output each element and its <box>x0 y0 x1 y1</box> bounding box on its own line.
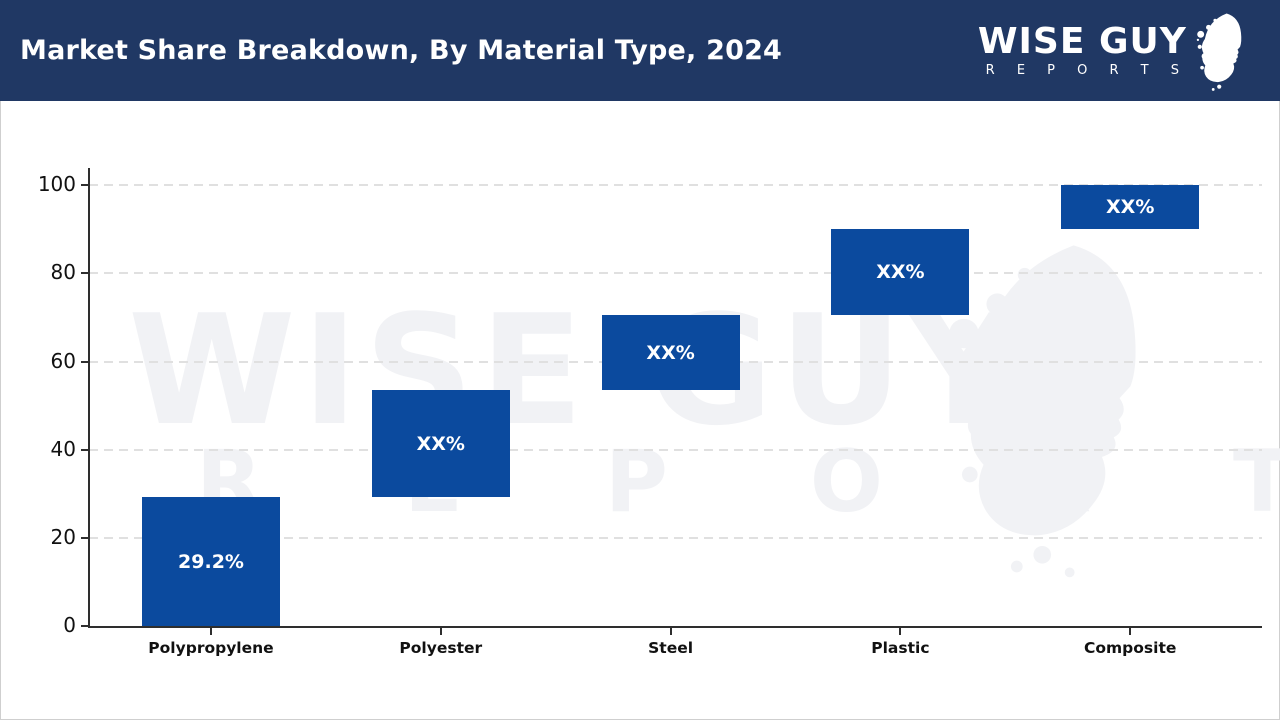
bar-value-label: XX% <box>646 341 695 364</box>
bar-polypropylene: 29.2% <box>142 497 280 626</box>
x-axis-line <box>88 626 1262 628</box>
bar-composite: XX% <box>1061 185 1200 230</box>
x-axis-category-label: Steel <box>648 639 694 657</box>
bar-plastic: XX% <box>831 229 970 316</box>
x-axis-category-label: Polyester <box>399 639 483 657</box>
y-axis-tick-label: 60 <box>50 348 76 373</box>
x-axis-category-label: Composite <box>1083 639 1177 657</box>
y-axis-line <box>88 168 90 628</box>
brand-name: WISE GUY <box>977 21 1187 62</box>
x-axis-tick <box>210 628 212 635</box>
y-axis-tick <box>81 625 88 627</box>
watermark-face-icon <box>947 245 1136 578</box>
gridline <box>89 536 1262 539</box>
y-axis-tick <box>81 184 88 187</box>
bar-steel: XX% <box>601 315 740 391</box>
x-axis-tick <box>439 628 442 635</box>
brand-subtitle: R E P O R T S <box>985 63 1188 78</box>
y-axis-tick-label: 0 <box>63 613 76 637</box>
gridline <box>89 184 1262 187</box>
x-axis-tick <box>899 628 902 635</box>
gridline <box>89 448 1262 451</box>
y-axis-tick <box>81 360 88 363</box>
bar-value-label: 29.2% <box>178 550 244 573</box>
y-axis-tick-label: 40 <box>50 436 76 461</box>
bar-value-label: XX% <box>1106 196 1155 219</box>
brand-face-icon <box>1196 12 1242 91</box>
y-axis-tick <box>81 448 88 451</box>
page-title: Market Share Breakdown, By Material Type… <box>20 35 783 66</box>
y-axis-tick <box>81 272 88 275</box>
y-axis-tick-label: 20 <box>50 524 76 549</box>
y-axis-tick <box>81 536 88 539</box>
x-axis-tick <box>1129 628 1132 635</box>
header-bar: Market Share Breakdown, By Material Type… <box>0 0 1280 101</box>
bar-polyester: XX% <box>371 390 510 498</box>
gridline <box>89 272 1262 275</box>
x-axis-category-label: Polypropylene <box>148 639 274 657</box>
brand-logo: WISE GUY R E P O R T S <box>977 7 1270 95</box>
y-axis-tick-label: 80 <box>50 260 76 285</box>
bar-value-label: XX% <box>876 261 925 284</box>
x-axis-category-label: Plastic <box>871 639 930 657</box>
bar-value-label: XX% <box>416 432 465 455</box>
brand-logo-text: WISE GUY R E P O R T S <box>977 21 1188 79</box>
y-axis-tick-label: 100 <box>37 172 76 197</box>
x-axis-tick <box>669 628 672 635</box>
